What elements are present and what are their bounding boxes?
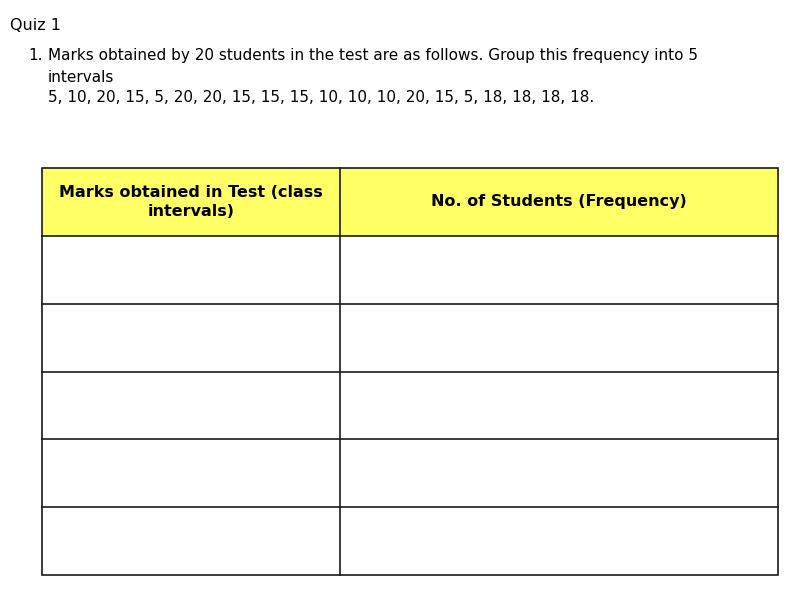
Text: intervals: intervals <box>48 70 114 85</box>
Text: No. of Students (Frequency): No. of Students (Frequency) <box>431 194 686 209</box>
Bar <box>340 168 777 236</box>
Text: 1.: 1. <box>28 48 42 63</box>
Text: 5, 10, 20, 15, 5, 20, 20, 15, 15, 15, 10, 10, 10, 20, 15, 5, 18, 18, 18, 18.: 5, 10, 20, 15, 5, 20, 20, 15, 15, 15, 10… <box>48 90 594 105</box>
Text: Marks obtained by 20 students in the test are as follows. Group this frequency i: Marks obtained by 20 students in the tes… <box>48 48 697 63</box>
Text: Quiz 1: Quiz 1 <box>10 18 61 33</box>
Bar <box>42 168 777 575</box>
Bar <box>42 168 340 236</box>
Text: Marks obtained in Test (class
intervals): Marks obtained in Test (class intervals) <box>59 185 323 219</box>
